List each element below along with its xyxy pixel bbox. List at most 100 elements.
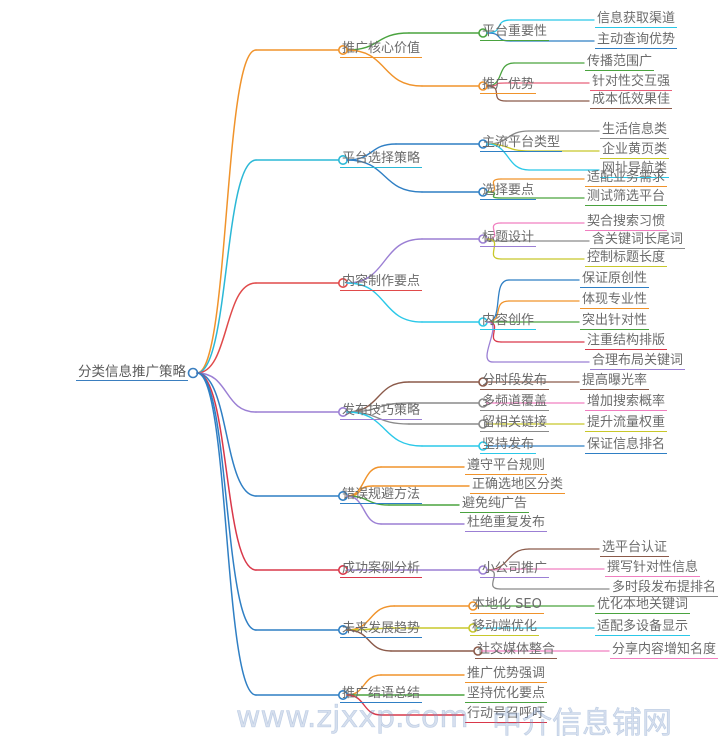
branch-node-4[interactable]: 发布技巧策略 bbox=[340, 403, 423, 420]
mindmap-link bbox=[196, 372, 257, 631]
leaf-node-3-1-1[interactable]: 契合搜索习惯 bbox=[585, 214, 668, 231]
node-connector-dot[interactable] bbox=[187, 367, 199, 379]
leaf-node-1-1-1[interactable]: 信息获取渠道 bbox=[595, 12, 678, 28]
leaf-node-7-2-1[interactable]: 适配多设备显示 bbox=[595, 619, 691, 636]
branch-node-6[interactable]: 成功案例分析 bbox=[340, 562, 423, 578]
leaf-node-3-2-2[interactable]: 体现专业性 bbox=[580, 292, 650, 309]
node-label: 正确选地区分类 bbox=[470, 477, 566, 494]
node-label: 契合搜索习惯 bbox=[585, 214, 668, 231]
child-node-1-1[interactable]: 平台重要性 bbox=[480, 24, 550, 41]
leaf-node-6-1-2[interactable]: 撰写针对性信息 bbox=[605, 560, 701, 577]
child-node-4-4[interactable]: 坚持发布 bbox=[480, 437, 537, 454]
node-label: 提升流量权重 bbox=[585, 415, 668, 432]
node-label: 撰写针对性信息 bbox=[605, 560, 701, 577]
leaf-node-2-1-2[interactable]: 企业黄页类 bbox=[600, 142, 670, 159]
node-label: 坚持优化要点 bbox=[465, 686, 548, 703]
child-node-7-1[interactable]: 本地化 SEO bbox=[470, 598, 544, 614]
leaf-node-4-1-1[interactable]: 提高曝光率 bbox=[580, 374, 650, 390]
child-node-8-3[interactable]: 行动号召呼吁 bbox=[465, 707, 548, 723]
branch-node-1[interactable]: 推广核心价值 bbox=[340, 41, 423, 58]
leaf-node-6-1-3[interactable]: 多时段发布提排名 bbox=[610, 580, 719, 597]
mindmap-link bbox=[346, 629, 392, 652]
branch-node-8[interactable]: 推广结语总结 bbox=[340, 687, 423, 703]
child-node-5-4[interactable]: 杜绝重复发布 bbox=[465, 516, 548, 532]
child-node-7-2[interactable]: 移动端优化 bbox=[470, 620, 540, 636]
child-node-8-2[interactable]: 坚持优化要点 bbox=[465, 686, 548, 703]
leaf-node-1-1-2[interactable]: 主动查询优势 bbox=[595, 32, 678, 49]
node-label: 体现专业性 bbox=[580, 292, 650, 309]
node-label: 企业黄页类 bbox=[600, 142, 670, 159]
node-label: 小公司推广 bbox=[480, 561, 550, 578]
child-node-4-1[interactable]: 分时段发布 bbox=[480, 373, 550, 390]
mindmap-link bbox=[486, 569, 501, 590]
child-node-8-1[interactable]: 推广优势强调 bbox=[465, 667, 548, 683]
child-node-5-2[interactable]: 正确选地区分类 bbox=[470, 477, 566, 494]
leaf-node-4-4-1[interactable]: 保证信息排名 bbox=[585, 438, 668, 454]
branch-node-5[interactable]: 错误规避方法 bbox=[340, 488, 423, 504]
leaf-node-7-1-1[interactable]: 优化本地关键词 bbox=[595, 598, 691, 614]
mindmap-link bbox=[486, 321, 494, 363]
mindmap-link bbox=[346, 282, 423, 323]
node-label: 测试筛选平台 bbox=[585, 189, 668, 206]
branch-node-3[interactable]: 内容制作要点 bbox=[340, 275, 423, 291]
node-label: 控制标题长度 bbox=[585, 250, 668, 267]
leaf-node-1-2-3[interactable]: 成本低效果佳 bbox=[590, 92, 673, 109]
leaf-node-1-2-1[interactable]: 传播范围广 bbox=[585, 55, 655, 71]
leaf-node-2-2-1[interactable]: 适配业务需求 bbox=[585, 171, 668, 187]
branch-node-2[interactable]: 平台选择策略 bbox=[340, 152, 423, 168]
node-label: 选平台认证 bbox=[600, 540, 670, 557]
leaf-node-2-1-1[interactable]: 生活信息类 bbox=[600, 123, 670, 139]
branch-node-7[interactable]: 未来发展趋势 bbox=[340, 622, 423, 638]
node-label: 标题设计 bbox=[480, 230, 537, 247]
node-label: 主动查询优势 bbox=[595, 32, 678, 49]
child-node-4-3[interactable]: 留相关链接 bbox=[480, 415, 550, 432]
node-label: 发布技巧策略 bbox=[340, 403, 423, 420]
node-label: 推广核心价值 bbox=[340, 41, 423, 58]
mindmap-link bbox=[346, 411, 423, 447]
node-label: 适配多设备显示 bbox=[595, 619, 691, 636]
child-node-2-2[interactable]: 选择要点 bbox=[480, 184, 537, 200]
leaf-node-4-3-1[interactable]: 提升流量权重 bbox=[585, 415, 668, 432]
child-node-5-1[interactable]: 遵守平台规则 bbox=[465, 459, 548, 475]
child-node-6-1[interactable]: 小公司推广 bbox=[480, 561, 550, 578]
leaf-node-7-3-1[interactable]: 分享内容增知名度 bbox=[610, 643, 719, 659]
mindmap-link bbox=[346, 238, 423, 284]
child-node-3-2[interactable]: 内容创作 bbox=[480, 314, 537, 330]
node-label: 坚持发布 bbox=[480, 437, 537, 454]
child-node-4-2[interactable]: 多频道覆盖 bbox=[480, 394, 550, 411]
leaf-node-1-2-2[interactable]: 针对性交互强 bbox=[590, 75, 673, 91]
leaf-node-3-2-3[interactable]: 突出针对性 bbox=[580, 314, 650, 330]
mindmap-link bbox=[196, 372, 257, 497]
node-label: 多时段发布提排名 bbox=[610, 580, 719, 597]
mindmap-link bbox=[486, 143, 530, 171]
child-node-2-1[interactable]: 主流平台类型 bbox=[480, 136, 563, 152]
leaf-node-2-2-2[interactable]: 测试筛选平台 bbox=[585, 189, 668, 206]
leaf-node-3-1-2[interactable]: 含关键词长尾词 bbox=[590, 233, 686, 249]
mindmap-link bbox=[196, 159, 257, 374]
mindmap-link bbox=[346, 495, 382, 525]
leaf-node-2-1-3[interactable]: 网址导航类 bbox=[600, 162, 670, 178]
leaf-node-3-2-1[interactable]: 保证原创性 bbox=[580, 272, 650, 288]
leaf-node-3-2-4[interactable]: 注重结构排版 bbox=[585, 334, 668, 350]
node-label: 避免纯广告 bbox=[460, 496, 530, 513]
mindmap-link bbox=[346, 694, 382, 716]
mindmap-link bbox=[346, 49, 423, 87]
child-node-1-2[interactable]: 推广优势 bbox=[480, 77, 537, 94]
node-label: 推广优势 bbox=[480, 77, 537, 94]
root-node[interactable]: 分类信息推广策略 bbox=[76, 365, 188, 381]
node-label: 分时段发布 bbox=[480, 373, 550, 390]
leaf-node-3-1-3[interactable]: 控制标题长度 bbox=[585, 250, 668, 267]
mindmap-link bbox=[196, 372, 257, 571]
node-label: 留相关链接 bbox=[480, 415, 550, 432]
node-label: 成本低效果佳 bbox=[590, 92, 673, 109]
node-label: 多频道覆盖 bbox=[480, 394, 550, 411]
leaf-node-4-2-1[interactable]: 增加搜索概率 bbox=[585, 395, 668, 411]
node-label: 平台重要性 bbox=[480, 24, 550, 41]
child-node-7-3[interactable]: 社交媒体整合 bbox=[475, 643, 558, 659]
leaf-node-3-2-5[interactable]: 合理布局关键词 bbox=[590, 354, 686, 370]
leaf-node-6-1-1[interactable]: 选平台认证 bbox=[600, 540, 670, 557]
child-node-5-3[interactable]: 避免纯广告 bbox=[460, 496, 530, 513]
child-node-3-1[interactable]: 标题设计 bbox=[480, 230, 537, 247]
